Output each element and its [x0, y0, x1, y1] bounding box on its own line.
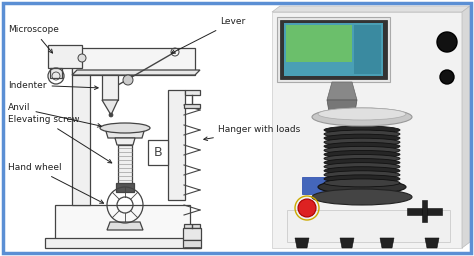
Bar	[356, 41, 378, 46]
Bar	[356, 51, 378, 56]
Polygon shape	[183, 228, 201, 240]
Ellipse shape	[324, 167, 400, 175]
Ellipse shape	[324, 175, 400, 183]
Ellipse shape	[324, 146, 400, 154]
Ellipse shape	[324, 171, 400, 179]
Polygon shape	[45, 238, 200, 248]
Polygon shape	[50, 68, 62, 78]
Polygon shape	[72, 65, 90, 205]
Ellipse shape	[324, 138, 400, 146]
Circle shape	[298, 199, 316, 217]
Polygon shape	[272, 12, 462, 248]
Text: Hanger with loads: Hanger with loads	[204, 125, 300, 141]
Polygon shape	[148, 140, 168, 165]
Circle shape	[78, 54, 86, 62]
Polygon shape	[284, 23, 383, 76]
Polygon shape	[286, 25, 352, 62]
Circle shape	[123, 75, 133, 85]
Polygon shape	[72, 48, 195, 75]
Polygon shape	[340, 238, 354, 248]
Text: Elevating screw: Elevating screw	[8, 115, 112, 163]
Polygon shape	[118, 145, 132, 190]
Polygon shape	[462, 6, 470, 248]
Ellipse shape	[100, 123, 150, 133]
Polygon shape	[55, 205, 190, 245]
Polygon shape	[116, 183, 134, 192]
Polygon shape	[48, 45, 82, 68]
Ellipse shape	[324, 163, 400, 171]
Text: Microscope: Microscope	[8, 26, 59, 53]
Polygon shape	[354, 25, 381, 74]
Polygon shape	[287, 210, 450, 242]
Ellipse shape	[324, 130, 400, 138]
Text: Hand wheel: Hand wheel	[8, 164, 103, 203]
Ellipse shape	[324, 158, 400, 167]
Polygon shape	[102, 75, 118, 100]
Ellipse shape	[312, 189, 412, 205]
Polygon shape	[407, 208, 442, 215]
Polygon shape	[425, 238, 439, 248]
Polygon shape	[168, 90, 185, 200]
Ellipse shape	[324, 134, 400, 142]
Circle shape	[437, 32, 457, 52]
Circle shape	[109, 113, 113, 117]
Polygon shape	[302, 177, 367, 194]
Bar	[356, 31, 378, 36]
Polygon shape	[184, 224, 200, 228]
Text: Lever: Lever	[172, 17, 245, 53]
Ellipse shape	[324, 179, 400, 187]
Ellipse shape	[324, 142, 400, 150]
Ellipse shape	[318, 180, 406, 194]
Polygon shape	[422, 200, 427, 222]
Polygon shape	[327, 82, 357, 100]
Polygon shape	[107, 222, 143, 230]
Polygon shape	[272, 6, 470, 12]
Bar	[356, 61, 378, 66]
Circle shape	[440, 70, 454, 84]
Ellipse shape	[324, 151, 400, 158]
Polygon shape	[277, 17, 390, 82]
Polygon shape	[102, 100, 118, 115]
Polygon shape	[185, 90, 200, 95]
Text: Anvil: Anvil	[8, 103, 101, 127]
Ellipse shape	[324, 126, 400, 134]
Polygon shape	[105, 128, 145, 138]
Polygon shape	[72, 70, 200, 75]
Polygon shape	[115, 138, 135, 145]
Polygon shape	[295, 238, 309, 248]
Polygon shape	[327, 100, 357, 112]
Polygon shape	[280, 20, 387, 79]
Polygon shape	[184, 104, 200, 108]
Polygon shape	[380, 238, 394, 248]
Ellipse shape	[312, 108, 412, 126]
Text: B: B	[154, 146, 162, 159]
Ellipse shape	[318, 108, 406, 120]
Ellipse shape	[324, 155, 400, 163]
Text: Indenter: Indenter	[8, 80, 98, 90]
Polygon shape	[183, 240, 201, 248]
